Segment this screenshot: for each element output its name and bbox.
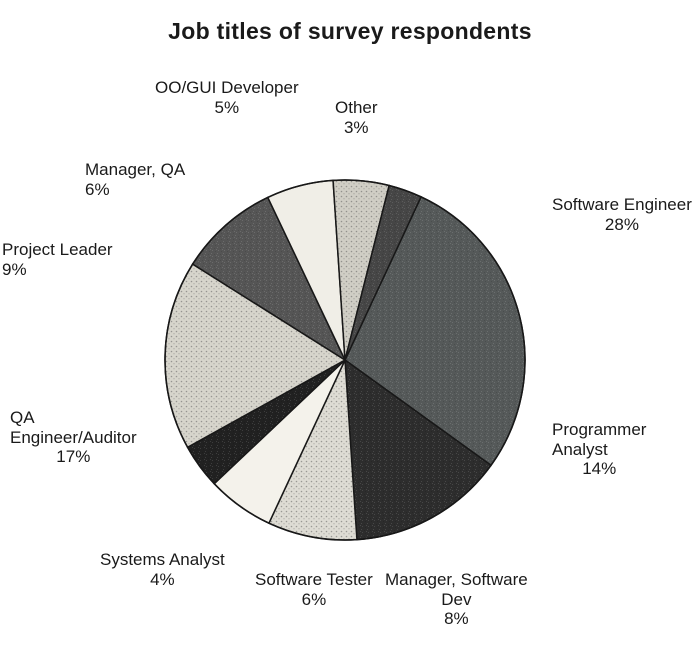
slice-label-text: Manager, Software [385, 570, 528, 590]
slice-label-text: Project Leader [2, 240, 113, 260]
slice-label: Systems Analyst4% [100, 550, 225, 589]
slice-label-text: QA [10, 408, 137, 428]
slice-label: OO/GUI Developer5% [155, 78, 299, 117]
slice-label: QAEngineer/Auditor17% [10, 408, 137, 467]
slice-label: Manager, SoftwareDev8% [385, 570, 528, 629]
slice-label-text: Manager, QA [85, 160, 185, 180]
slice-label-text: Analyst [552, 440, 646, 460]
slice-label-text: Software Tester [255, 570, 373, 590]
slice-label-text: Software Engineer [552, 195, 692, 215]
slice-label-pct: 5% [155, 98, 299, 118]
slice-label: Manager, QA6% [85, 160, 185, 199]
slice-label-text: Other [335, 98, 378, 118]
slice-label-pct: 14% [552, 459, 646, 479]
slice-label-text: Engineer/Auditor [10, 428, 137, 448]
slice-label-text: Systems Analyst [100, 550, 225, 570]
slice-label-pct: 6% [255, 590, 373, 610]
slice-label-text: Programmer [552, 420, 646, 440]
slice-label: ProgrammerAnalyst14% [552, 420, 646, 479]
slice-label-pct: 8% [385, 609, 528, 629]
slice-label-text: OO/GUI Developer [155, 78, 299, 98]
slice-label-pct: 9% [2, 260, 113, 280]
slice-label-pct: 28% [552, 215, 692, 235]
slice-label-pct: 3% [335, 118, 378, 138]
slice-label-text: Dev [385, 590, 528, 610]
slice-label: Software Engineer28% [552, 195, 692, 234]
slice-label: Project Leader9% [2, 240, 113, 279]
slice-label: Software Tester6% [255, 570, 373, 609]
slice-label-pct: 17% [10, 447, 137, 467]
slice-label-pct: 4% [100, 570, 225, 590]
slice-label: Other3% [335, 98, 378, 137]
slice-label-pct: 6% [85, 180, 185, 200]
